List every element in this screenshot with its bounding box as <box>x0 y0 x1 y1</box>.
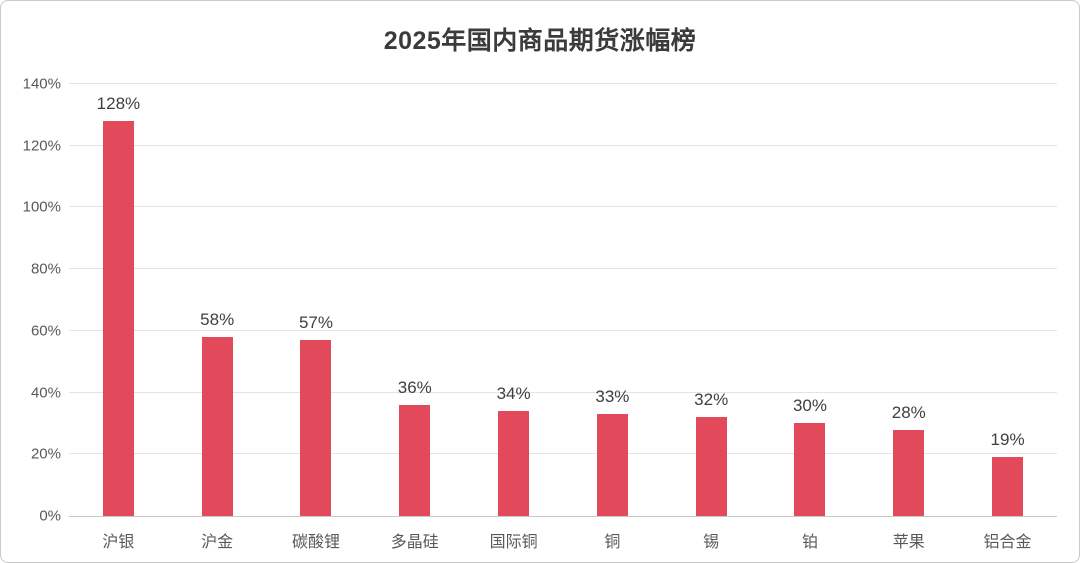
bar-column: 58% 沪金 <box>168 84 267 551</box>
y-tick-label: 100% <box>22 198 61 216</box>
bar <box>695 417 727 516</box>
bar-value-label: 30% <box>792 396 827 416</box>
bar-value-label: 34% <box>496 384 531 404</box>
bar-value-label: 57% <box>298 313 333 333</box>
y-tick-label: 140% <box>22 75 61 93</box>
y-tick-label: 60% <box>30 322 61 340</box>
bar-value-label: 32% <box>694 390 729 410</box>
bar-column: 128% 沪银 <box>69 84 168 551</box>
x-axis-category-label: 锡 <box>703 534 720 551</box>
gridline <box>69 83 1057 84</box>
bar-column: 32% 锡 <box>662 84 761 551</box>
y-axis-labels: 0% 20% 40% 60% 80% 100% 120% 140% <box>1 76 61 525</box>
gridline <box>69 206 1057 208</box>
bar-value-label: 28% <box>891 402 926 422</box>
bar <box>399 404 431 516</box>
x-axis-category-label: 多晶硅 <box>390 534 439 551</box>
y-tick-label: 120% <box>22 137 61 155</box>
bar-column: 33% 铜 <box>563 84 662 551</box>
bar-value-label: 36% <box>397 377 432 397</box>
x-axis-category-label: 铜 <box>604 534 621 551</box>
y-tick-label: 80% <box>30 260 61 278</box>
bars-container: 128% 沪银 58% 沪金 57% 碳酸锂 36% 多晶硅 34% 国际铜 33% 铜 32% 锡 30%… <box>69 84 1057 551</box>
x-axis-category-label: 碳酸锂 <box>291 534 340 551</box>
bar-value-label: 58% <box>200 310 235 330</box>
x-axis-category-label: 铝合金 <box>983 534 1032 551</box>
x-axis-category-label: 铂 <box>801 534 818 551</box>
bar <box>992 457 1024 516</box>
gridline <box>69 453 1057 455</box>
y-tick-label: 20% <box>30 445 61 463</box>
bar-column: 28% 苹果 <box>859 84 958 551</box>
gridline <box>69 391 1057 393</box>
chart-title: 2025年国内商品期货涨幅榜 <box>383 27 697 55</box>
x-axis-category-label: 沪金 <box>201 534 234 551</box>
gridline <box>69 268 1057 270</box>
bar-column: 36% 多晶硅 <box>365 84 464 551</box>
bar <box>498 411 530 516</box>
gridline <box>69 329 1057 331</box>
bar-column: 19% 铝合金 <box>958 84 1057 551</box>
bar-value-label: 19% <box>990 430 1025 450</box>
x-axis-category-label: 苹果 <box>892 534 925 551</box>
bar-column: 30% 铂 <box>761 84 860 551</box>
bar <box>893 429 925 516</box>
plot-area: 128% 沪银 58% 沪金 57% 碳酸锂 36% 多晶硅 34% 国际铜 33% 铜 32% 锡 30%… <box>69 83 1057 551</box>
y-tick-label: 0% <box>39 507 61 525</box>
x-axis-category-label: 国际铜 <box>489 534 538 551</box>
bar-value-label: 128% <box>96 94 141 114</box>
bar <box>794 423 826 516</box>
bar-column: 34% 国际铜 <box>464 84 563 551</box>
bar <box>596 414 628 516</box>
bar-value-label: 33% <box>595 387 630 407</box>
bar <box>102 121 134 516</box>
x-axis-category-label: 沪银 <box>102 534 135 551</box>
gridline <box>69 144 1057 146</box>
bar-column: 57% 碳酸锂 <box>267 84 366 551</box>
y-tick-label: 40% <box>30 384 61 402</box>
bar <box>201 337 233 516</box>
bar <box>300 340 332 516</box>
